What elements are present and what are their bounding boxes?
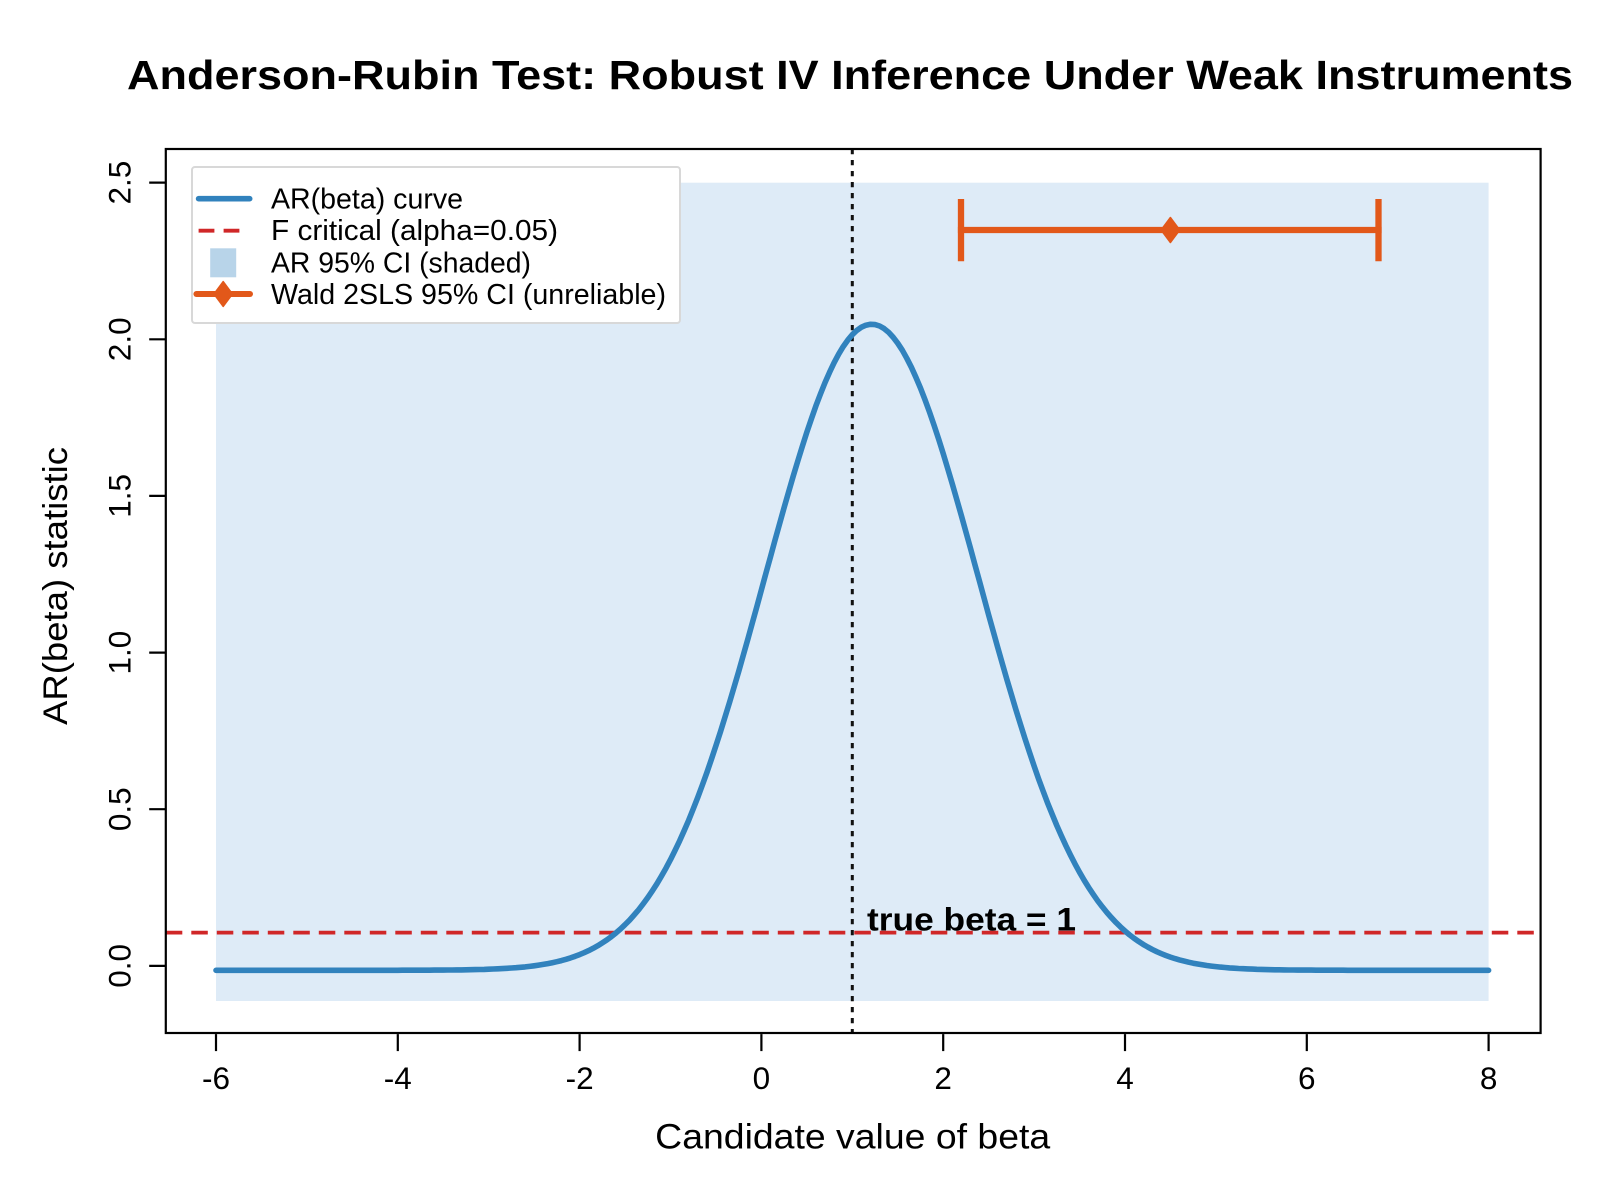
svg-text:F critical (alpha=0.05): F critical (alpha=0.05) xyxy=(271,215,558,247)
svg-text:0.5: 0.5 xyxy=(102,787,138,831)
svg-text:2: 2 xyxy=(934,1060,952,1096)
svg-text:-4: -4 xyxy=(384,1060,412,1096)
svg-text:1.0: 1.0 xyxy=(102,631,138,675)
svg-text:8: 8 xyxy=(1480,1060,1498,1096)
svg-text:2.5: 2.5 xyxy=(102,161,138,205)
svg-text:true beta = 1: true beta = 1 xyxy=(867,901,1076,938)
svg-text:-2: -2 xyxy=(566,1060,594,1096)
svg-text:6: 6 xyxy=(1298,1060,1316,1096)
svg-text:AR(beta) curve: AR(beta) curve xyxy=(271,183,463,215)
svg-text:Wald 2SLS 95% CI (unreliable): Wald 2SLS 95% CI (unreliable) xyxy=(271,279,666,311)
svg-text:4: 4 xyxy=(1116,1060,1134,1096)
svg-text:0.0: 0.0 xyxy=(102,944,138,988)
svg-text:1.5: 1.5 xyxy=(102,474,138,518)
svg-text:Anderson-Rubin Test: Robust IV: Anderson-Rubin Test: Robust IV Inference… xyxy=(127,52,1573,98)
svg-text:AR 95% CI (shaded): AR 95% CI (shaded) xyxy=(271,247,531,279)
svg-text:Candidate value of beta: Candidate value of beta xyxy=(655,1118,1051,1157)
svg-text:2.0: 2.0 xyxy=(102,317,138,361)
svg-text:-6: -6 xyxy=(202,1060,230,1096)
svg-text:0: 0 xyxy=(753,1060,771,1096)
svg-text:AR(beta) statistic: AR(beta) statistic xyxy=(37,447,75,725)
